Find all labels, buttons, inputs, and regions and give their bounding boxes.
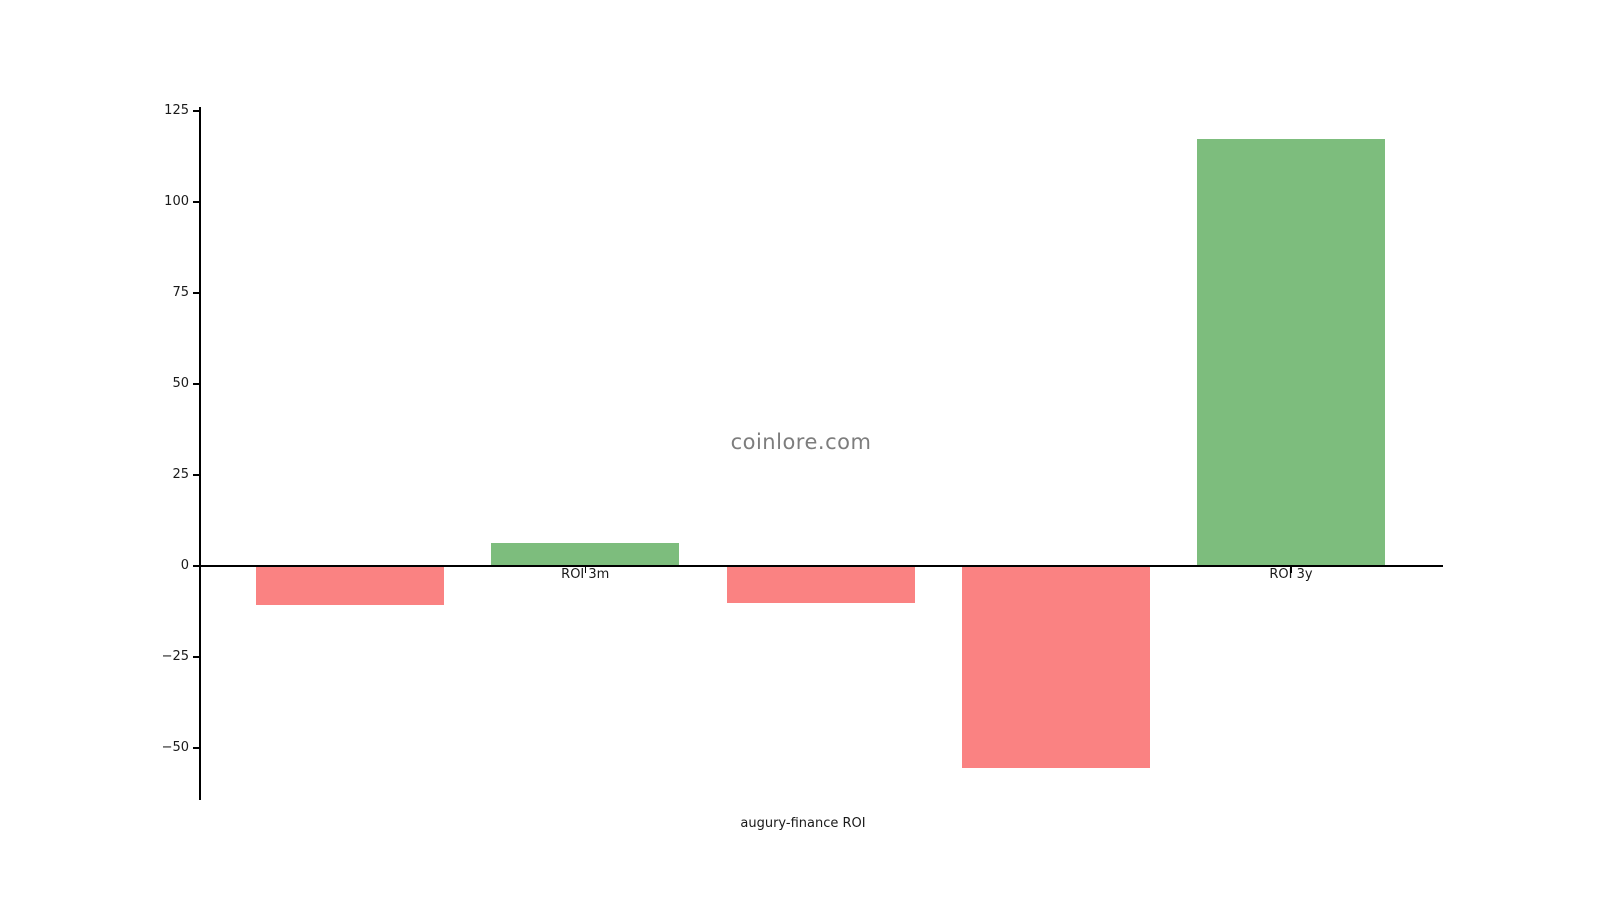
y-tick-label: −25 [161,649,189,664]
watermark-text: coinlore.com [730,430,872,454]
x-tick-label: ROI 3m [561,567,610,582]
bar-roi-3y [1197,139,1385,566]
y-tick-mark [193,565,200,567]
x-tick-label: ROI 3y [1269,567,1313,582]
bar-unlabeled-3 [726,566,915,604]
x-tick-mark [1290,566,1292,573]
y-tick-label: 125 [164,103,189,118]
y-tick-label: 75 [172,285,189,300]
chart-title: augury-finance ROI [740,816,866,831]
y-tick-mark [193,656,200,658]
y-tick-label: 100 [164,194,189,209]
bar-unlabeled-4 [961,566,1150,769]
y-tick-mark [193,110,200,112]
y-tick-label: 50 [172,376,189,391]
y-tick-mark [193,474,200,476]
bar-unlabeled-1 [256,566,444,605]
y-tick-label: 25 [172,467,189,482]
y-tick-label: 0 [180,558,189,573]
y-tick-mark [193,201,200,203]
y-axis-spine [199,107,201,800]
y-tick-label: −50 [161,740,189,755]
y-tick-mark [193,292,200,294]
bar-roi-3m [491,543,680,566]
x-tick-mark [584,566,586,573]
y-tick-mark [193,747,200,749]
y-tick-mark [193,383,200,385]
x-axis-zero-line [200,565,1443,567]
